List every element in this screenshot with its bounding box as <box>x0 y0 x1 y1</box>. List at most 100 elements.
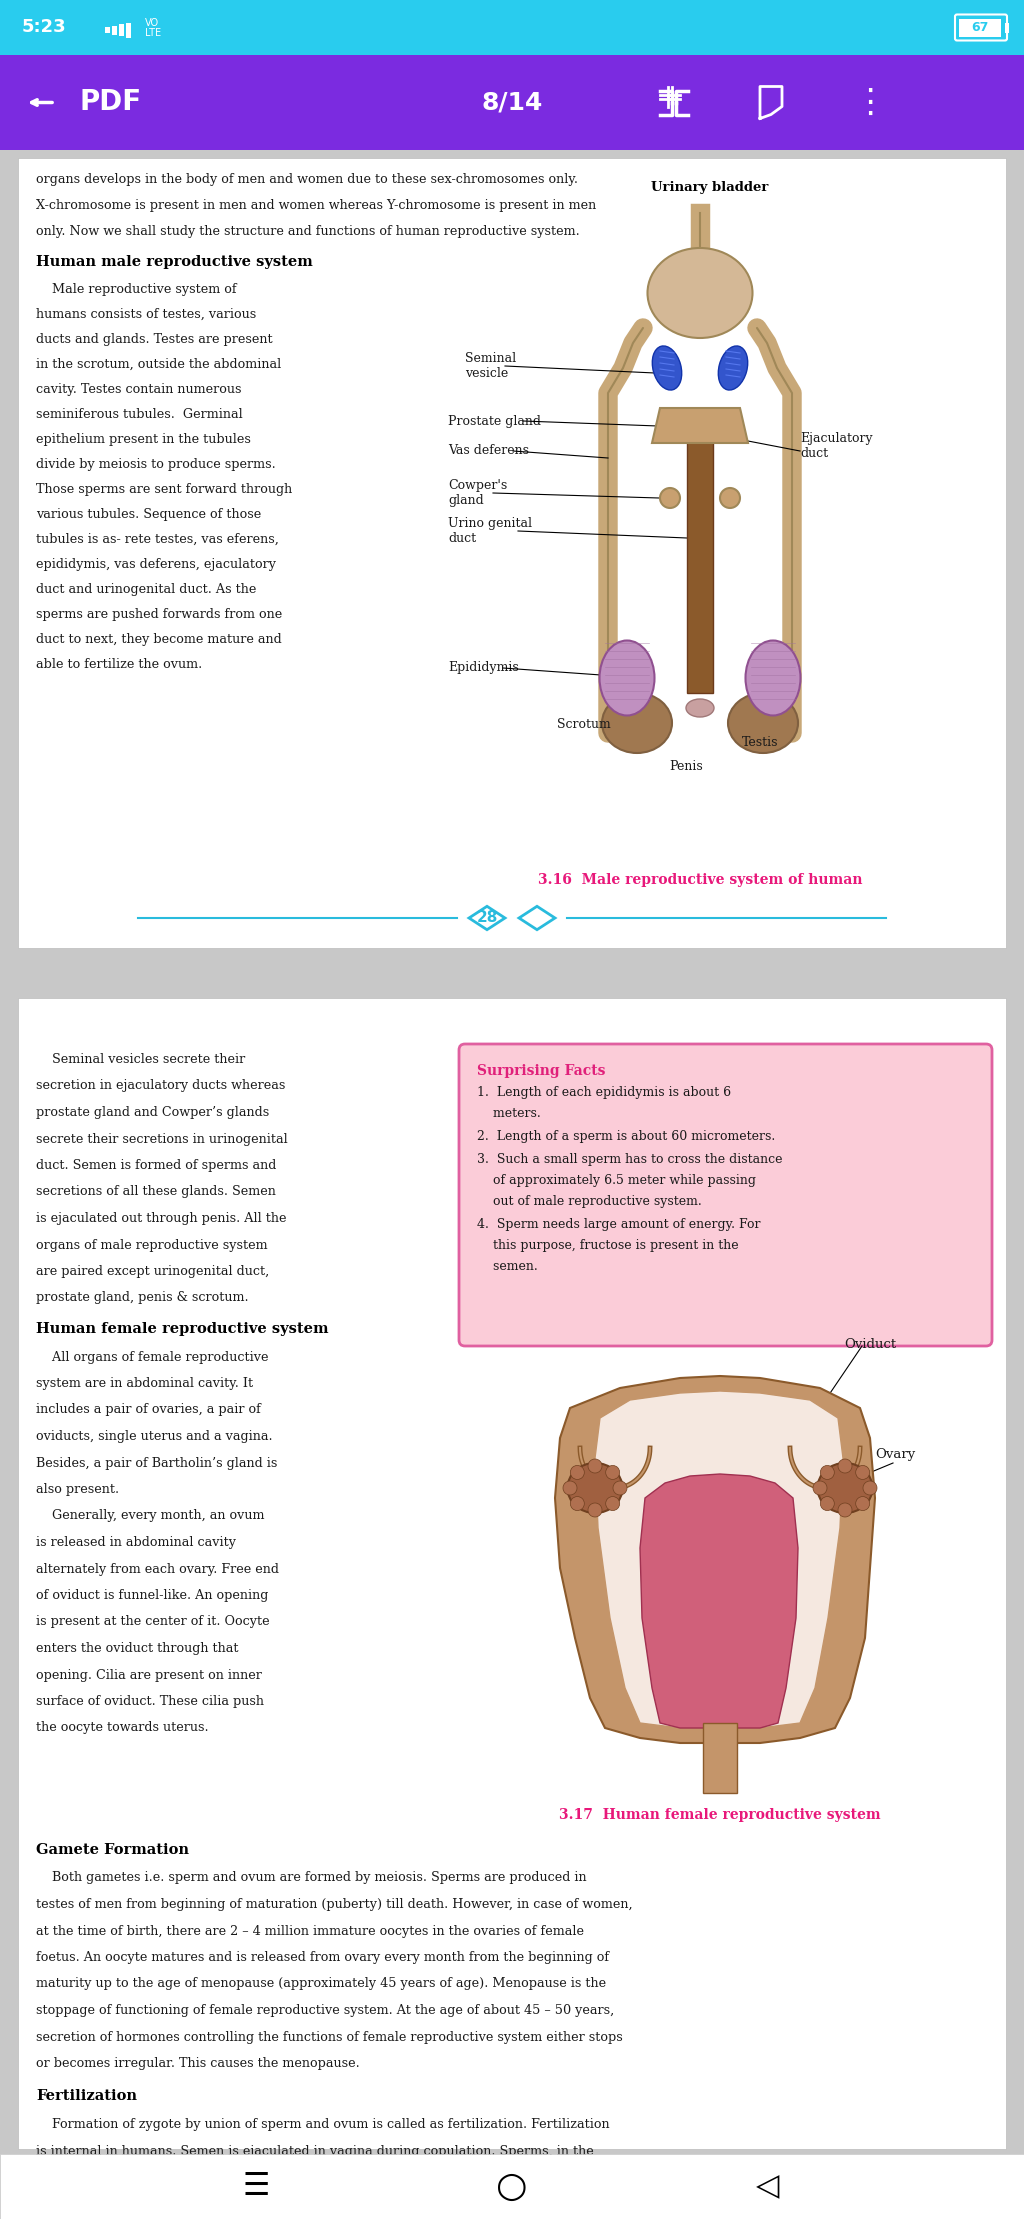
Text: PDF: PDF <box>80 89 142 118</box>
Text: LTE: LTE <box>145 27 161 38</box>
Text: Ovary: Ovary <box>874 1449 915 1460</box>
Text: epithelium present in the tubules: epithelium present in the tubules <box>36 433 251 446</box>
Bar <box>18 999 1006 2148</box>
Text: organs develops in the body of men and women due to these sex-chromosomes only.: organs develops in the body of men and w… <box>36 173 578 186</box>
Circle shape <box>838 1502 852 1518</box>
Text: Generally, every month, an ovum: Generally, every month, an ovum <box>36 1509 264 1522</box>
Polygon shape <box>595 1391 843 1729</box>
Text: secretions of all these glands. Semen: secretions of all these glands. Semen <box>36 1185 275 1198</box>
Text: 2.  Length of a sperm is about 60 micrometers.: 2. Length of a sperm is about 60 microme… <box>477 1129 775 1143</box>
Text: 28: 28 <box>476 910 498 925</box>
Text: All organs of female reproductive: All organs of female reproductive <box>36 1351 268 1362</box>
Text: Gamete Formation: Gamete Formation <box>36 1844 189 1857</box>
Ellipse shape <box>602 692 672 752</box>
Text: Penis: Penis <box>669 759 702 772</box>
Polygon shape <box>640 1473 798 1729</box>
Bar <box>0 0 1024 55</box>
Text: Human female reproductive system: Human female reproductive system <box>36 1323 329 1336</box>
Bar <box>119 24 124 36</box>
Text: Besides, a pair of Bartholin’s gland is: Besides, a pair of Bartholin’s gland is <box>36 1456 278 1469</box>
Text: out of male reproductive system.: out of male reproductive system. <box>477 1196 701 1207</box>
Text: secretion of hormones controlling the functions of female reproductive system ei: secretion of hormones controlling the fu… <box>36 2030 623 2044</box>
Ellipse shape <box>599 641 654 715</box>
Text: is present at the center of it. Oocyte: is present at the center of it. Oocyte <box>36 1615 269 1629</box>
Ellipse shape <box>817 1462 872 1513</box>
Text: secrete their secretions in urinogenital: secrete their secretions in urinogenital <box>36 1132 288 1145</box>
Circle shape <box>820 1496 835 1511</box>
Text: oviducts, single uterus and a vagina.: oviducts, single uterus and a vagina. <box>36 1429 272 1442</box>
Text: alternately from each ovary. Free end: alternately from each ovary. Free end <box>36 1562 279 1575</box>
Text: Human male reproductive system: Human male reproductive system <box>36 255 312 268</box>
Bar <box>687 408 713 692</box>
Ellipse shape <box>718 346 748 391</box>
Ellipse shape <box>567 1462 623 1513</box>
Text: 5:23: 5:23 <box>22 18 67 36</box>
Bar <box>0 2155 1024 2219</box>
Circle shape <box>820 1465 835 1480</box>
Text: is internal in humans. Semen is ejaculated in vagina during copulation. Sperms, : is internal in humans. Semen is ejaculat… <box>36 2144 594 2157</box>
Circle shape <box>813 1480 827 1496</box>
Text: 8/14: 8/14 <box>481 91 543 115</box>
Text: prostate gland, penis & scrotum.: prostate gland, penis & scrotum. <box>36 1291 249 1305</box>
Text: 3.  Such a small sperm has to cross the distance: 3. Such a small sperm has to cross the d… <box>477 1154 782 1165</box>
Polygon shape <box>469 905 505 930</box>
Ellipse shape <box>728 692 798 752</box>
Polygon shape <box>652 408 748 444</box>
Text: ◁: ◁ <box>757 2172 779 2201</box>
Polygon shape <box>519 905 555 930</box>
Bar <box>959 18 1001 36</box>
Circle shape <box>856 1496 869 1511</box>
Text: Epididymis: Epididymis <box>449 661 519 675</box>
Bar <box>1005 22 1009 33</box>
Bar <box>18 158 1006 948</box>
Text: numbers of few millions start their journey by the route of vagina – uterus – ov: numbers of few millions start their jour… <box>36 2170 611 2183</box>
Text: Testis: Testis <box>742 737 778 750</box>
Text: duct to next, they become mature and: duct to next, they become mature and <box>36 632 282 646</box>
Ellipse shape <box>745 641 801 715</box>
Text: stoppage of functioning of female reproductive system. At the age of about 45 – : stoppage of functioning of female reprod… <box>36 2004 614 2017</box>
Text: maturity up to the age of menopause (approximately 45 years of age). Menopause i: maturity up to the age of menopause (app… <box>36 1977 606 1990</box>
Circle shape <box>588 1502 602 1518</box>
Text: ducts and glands. Testes are present: ducts and glands. Testes are present <box>36 333 272 346</box>
Circle shape <box>570 1496 585 1511</box>
Text: 4.  Sperm needs large amount of energy. For: 4. Sperm needs large amount of energy. F… <box>477 1218 761 1232</box>
Circle shape <box>720 488 740 508</box>
Text: Prostate gland: Prostate gland <box>449 415 541 428</box>
Text: Male reproductive system of: Male reproductive system of <box>36 284 237 295</box>
Text: epididymis, vas deferens, ejaculatory: epididymis, vas deferens, ejaculatory <box>36 557 276 570</box>
Circle shape <box>660 488 680 508</box>
Text: surface of oviduct. These cilia push: surface of oviduct. These cilia push <box>36 1695 264 1709</box>
Text: tubules is as- rete testes, vas eferens,: tubules is as- rete testes, vas eferens, <box>36 533 279 546</box>
Ellipse shape <box>652 346 682 391</box>
Text: the oocyte towards uterus.: the oocyte towards uterus. <box>36 1722 209 1735</box>
Text: Ejaculatory
duct: Ejaculatory duct <box>800 433 872 459</box>
Text: includes a pair of ovaries, a pair of: includes a pair of ovaries, a pair of <box>36 1402 261 1416</box>
Ellipse shape <box>686 699 714 717</box>
Text: X-chromosome is present in men and women whereas Y-chromosome is present in men: X-chromosome is present in men and women… <box>36 200 596 213</box>
Text: ⋮: ⋮ <box>853 87 887 120</box>
Bar <box>112 24 117 36</box>
Text: Cowper's
gland: Cowper's gland <box>449 479 507 506</box>
Ellipse shape <box>647 249 753 337</box>
Text: 67: 67 <box>972 20 989 33</box>
Circle shape <box>856 1465 869 1480</box>
Circle shape <box>570 1465 585 1480</box>
Text: Seminal
vesicle: Seminal vesicle <box>465 353 516 379</box>
Text: of oviduct is funnel-like. An opening: of oviduct is funnel-like. An opening <box>36 1589 268 1602</box>
Text: or becomes irregular. This causes the menopause.: or becomes irregular. This causes the me… <box>36 2057 359 2070</box>
Circle shape <box>605 1465 620 1480</box>
Text: Urinary bladder: Urinary bladder <box>651 182 769 193</box>
Text: ○: ○ <box>497 2170 527 2203</box>
Text: only. Now we shall study the structure and functions of human reproductive syste: only. Now we shall study the structure a… <box>36 224 580 237</box>
Text: is ejaculated out through penis. All the: is ejaculated out through penis. All the <box>36 1212 287 1225</box>
Text: system are in abdominal cavity. It: system are in abdominal cavity. It <box>36 1378 253 1389</box>
Text: is released in abdominal cavity: is released in abdominal cavity <box>36 1536 236 1549</box>
Text: prostate gland and Cowper’s glands: prostate gland and Cowper’s glands <box>36 1105 269 1118</box>
Text: Surprising Facts: Surprising Facts <box>477 1063 605 1078</box>
Polygon shape <box>555 1376 874 1742</box>
Text: enters the oviduct through that: enters the oviduct through that <box>36 1642 239 1655</box>
Text: foetus. An oocyte matures and is released from ovary every month from the beginn: foetus. An oocyte matures and is release… <box>36 1951 609 1964</box>
Text: Uterus: Uterus <box>677 1569 723 1580</box>
Text: divide by meiosis to produce sperms.: divide by meiosis to produce sperms. <box>36 457 275 470</box>
Text: humans consists of testes, various: humans consists of testes, various <box>36 308 256 322</box>
